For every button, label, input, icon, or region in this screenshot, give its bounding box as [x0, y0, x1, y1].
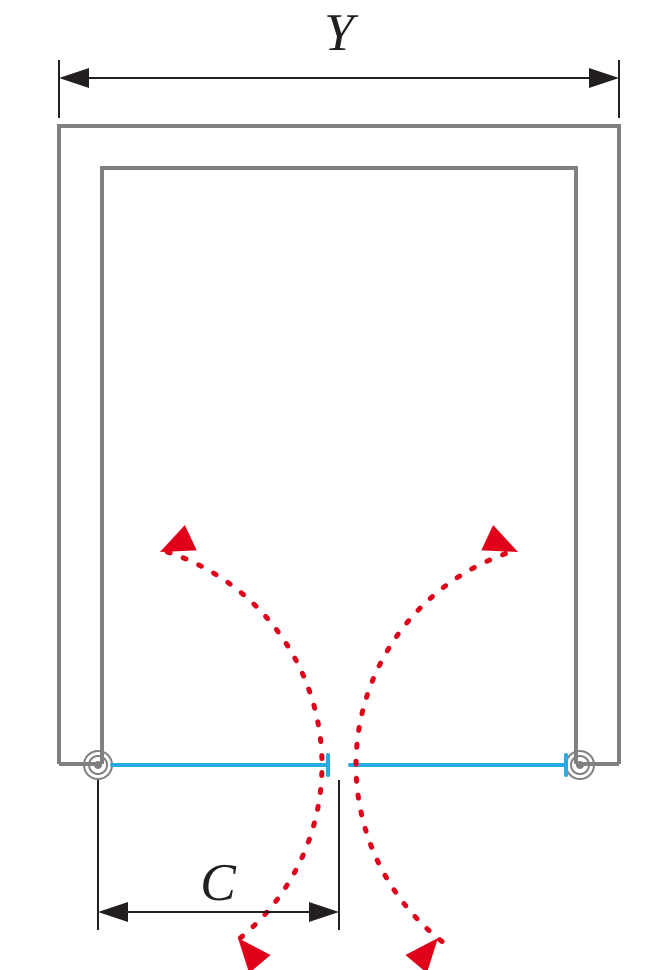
- hinge-left-pin: [94, 761, 102, 769]
- technical-diagram: YC: [0, 0, 670, 970]
- swing-arrow-left-bot: [238, 938, 271, 970]
- dim-Y-arrow-right: [589, 68, 619, 88]
- hinge-right-pin: [576, 761, 584, 769]
- frame-outer: [59, 126, 619, 764]
- dim-C-arrow-left: [98, 902, 128, 922]
- swing-arc-right: [356, 552, 511, 942]
- dim-Y-label: Y: [324, 3, 359, 62]
- swing-arrow-left-top: [160, 525, 197, 552]
- swing-arc-left: [167, 552, 322, 942]
- swing-arrow-right-top: [481, 525, 518, 552]
- dim-C-label: C: [200, 853, 237, 912]
- frame-inner: [102, 168, 576, 764]
- swing-arrow-right-bot: [405, 938, 438, 970]
- dim-C-arrow-right: [309, 902, 339, 922]
- dim-Y-arrow-left: [59, 68, 89, 88]
